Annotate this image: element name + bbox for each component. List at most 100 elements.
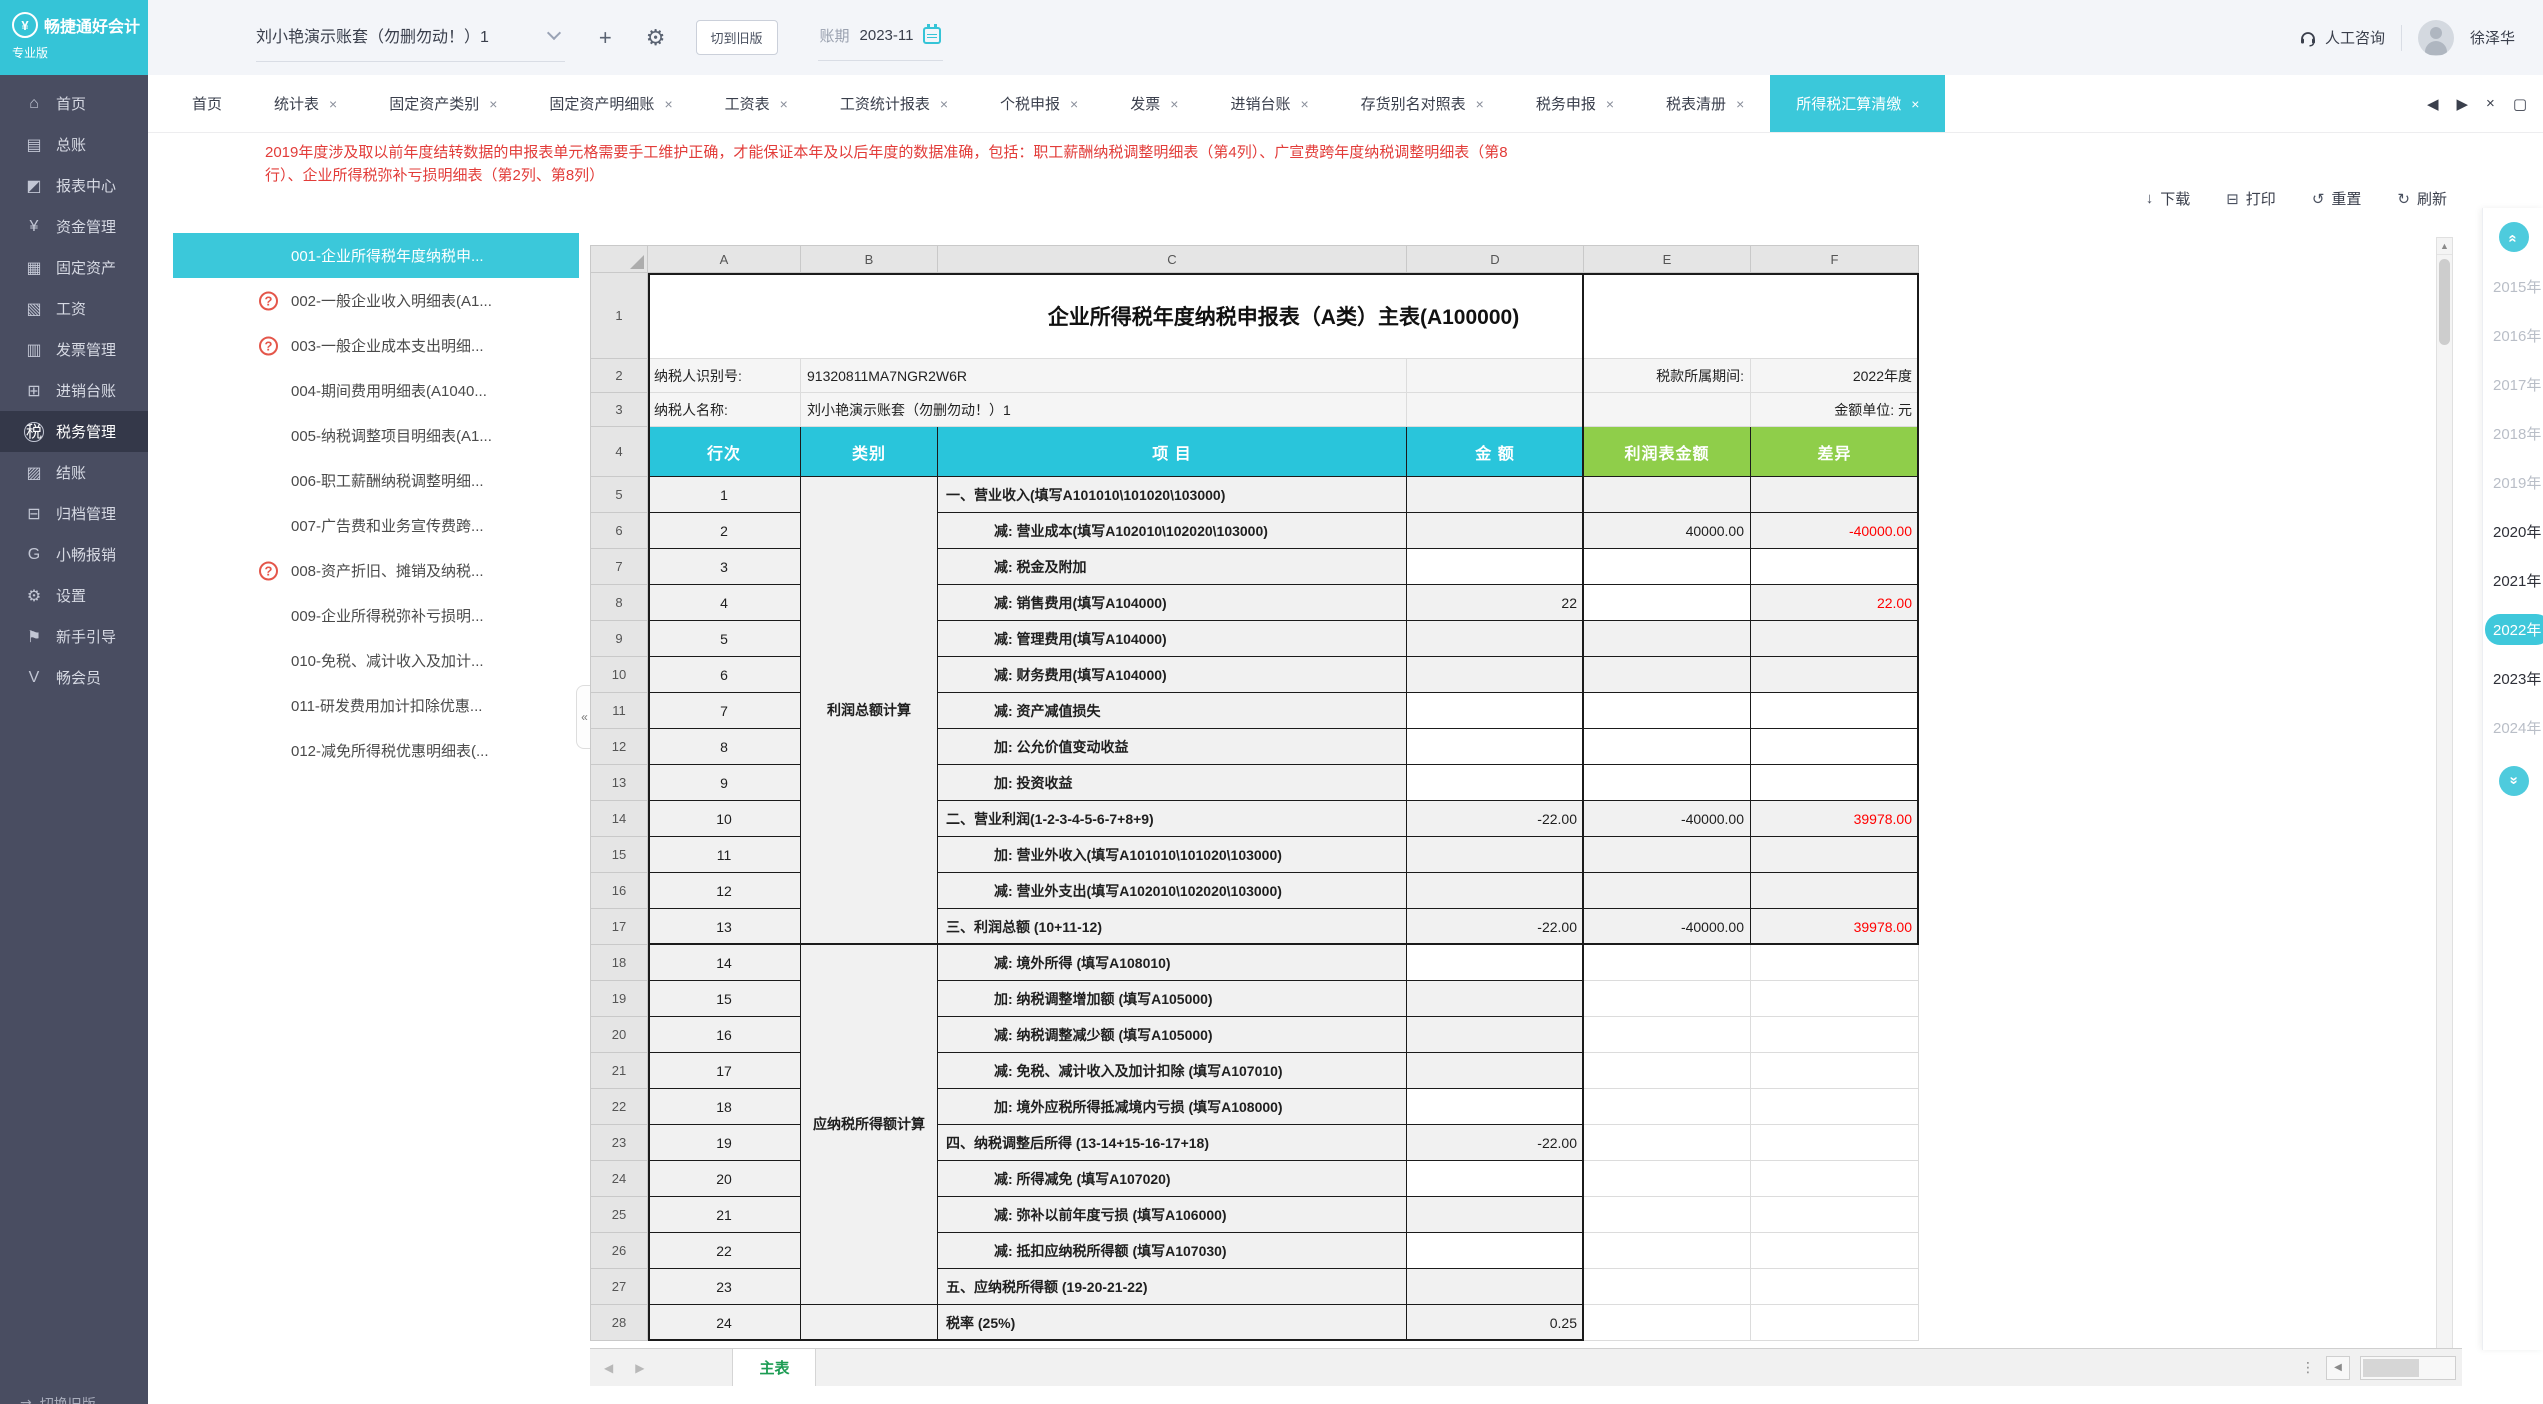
- sidebar-item-report-center[interactable]: ◩ 报表中心: [0, 165, 148, 206]
- line-no-cell[interactable]: 22: [648, 1233, 801, 1269]
- item-cell[interactable]: 加: 公允价值变动收益: [938, 729, 1407, 765]
- item-cell[interactable]: 加: 投资收益: [938, 765, 1407, 801]
- sidebar-footer-switch-old[interactable]: ⇄ 切换旧版: [0, 1394, 148, 1404]
- difference-cell[interactable]: [1751, 1197, 1919, 1233]
- profit-amount-cell[interactable]: [1584, 1305, 1751, 1341]
- row-header-26[interactable]: 26: [590, 1233, 648, 1269]
- close-icon[interactable]: ×: [664, 95, 673, 112]
- category-group-cell[interactable]: [801, 1305, 938, 1341]
- line-no-cell[interactable]: 13: [648, 909, 801, 945]
- report-list-item[interactable]: 005-纳税调整项目明细表(A1...: [173, 413, 579, 458]
- close-icon[interactable]: ×: [489, 95, 498, 112]
- sidebar-item-tax[interactable]: 税税务管理: [0, 411, 148, 452]
- close-icon[interactable]: ×: [1070, 95, 1079, 112]
- sidebar-item-closing[interactable]: ▨ 结账: [0, 452, 148, 493]
- tab-工资统计报表[interactable]: 工资统计报表 ×: [814, 75, 974, 132]
- period-selector[interactable]: 账期 2023-11: [817, 15, 944, 61]
- difference-cell[interactable]: [1751, 693, 1919, 729]
- switch-old-version-button[interactable]: 切到旧版: [695, 20, 778, 55]
- account-selector[interactable]: 刘小艳演示账套（勿删勿动！）1: [256, 13, 565, 62]
- profit-amount-cell[interactable]: [1584, 1089, 1751, 1125]
- report-list-item[interactable]: ? 008-资产折旧、摊销及纳税...: [173, 548, 579, 593]
- row-header-10[interactable]: 10: [590, 657, 648, 693]
- profit-amount-cell[interactable]: [1584, 1125, 1751, 1161]
- amount-cell[interactable]: -22.00: [1407, 909, 1584, 945]
- item-cell[interactable]: 减: 管理费用(填写A104000): [938, 621, 1407, 657]
- tab-发票[interactable]: 发票 ×: [1104, 75, 1204, 132]
- report-list-item[interactable]: 012-减免所得税优惠明细表(...: [173, 728, 579, 773]
- year-item-2021年[interactable]: 2021年: [2483, 556, 2543, 605]
- line-no-cell[interactable]: 3: [648, 549, 801, 585]
- row-header-5[interactable]: 5: [590, 477, 648, 513]
- header-amount[interactable]: 金 额: [1407, 427, 1584, 477]
- horizontal-scrollbar[interactable]: [2360, 1355, 2456, 1380]
- line-no-cell[interactable]: 5: [648, 621, 801, 657]
- years-scroll-down-button[interactable]: «: [2498, 766, 2529, 796]
- item-cell[interactable]: 减: 所得减免 (填写A107020): [938, 1161, 1407, 1197]
- row-header-6[interactable]: 6: [590, 513, 648, 549]
- amount-cell[interactable]: [1407, 549, 1584, 585]
- close-icon[interactable]: ×: [779, 95, 788, 112]
- item-cell[interactable]: 加: 营业外收入(填写A101010\101020\103000): [938, 837, 1407, 873]
- item-cell[interactable]: 减: 资产减值损失: [938, 693, 1407, 729]
- panel-collapse-handle[interactable]: «: [576, 685, 592, 749]
- item-cell[interactable]: 减: 营业外支出(填写A102010\102020\103000): [938, 873, 1407, 909]
- sheet-prev-icon[interactable]: ◀: [604, 1360, 614, 1375]
- tab-首页[interactable]: 首页: [166, 75, 248, 132]
- row-header-21[interactable]: 21: [590, 1053, 648, 1089]
- line-no-cell[interactable]: 18: [648, 1089, 801, 1125]
- difference-cell[interactable]: [1751, 477, 1919, 513]
- empty-cell[interactable]: [1407, 359, 1584, 393]
- difference-cell[interactable]: [1751, 657, 1919, 693]
- line-no-cell[interactable]: 16: [648, 1017, 801, 1053]
- report-list-item[interactable]: 011-研发费用加计扣除优惠...: [173, 683, 579, 728]
- difference-cell[interactable]: 39978.00: [1751, 909, 1919, 945]
- category-group-cell[interactable]: 利润总额计算: [801, 477, 938, 945]
- row-header-22[interactable]: 22: [590, 1089, 648, 1125]
- sidebar-item-settings[interactable]: ⚙ 设置: [0, 575, 148, 616]
- difference-cell[interactable]: [1751, 1161, 1919, 1197]
- column-header-B[interactable]: B: [801, 245, 938, 273]
- close-icon[interactable]: ×: [1605, 95, 1615, 112]
- item-cell[interactable]: 二、营业利润(1-2-3-4-5-6-7+8+9): [938, 801, 1407, 837]
- profit-amount-cell[interactable]: [1584, 657, 1751, 693]
- amount-cell[interactable]: 0.25: [1407, 1305, 1584, 1341]
- amount-cell[interactable]: [1407, 873, 1584, 909]
- profit-amount-cell[interactable]: [1584, 765, 1751, 801]
- sheet-next-icon[interactable]: ▶: [635, 1360, 645, 1375]
- profit-amount-cell[interactable]: [1584, 477, 1751, 513]
- print-button[interactable]: ⊟ 打印: [2226, 190, 2276, 209]
- profit-amount-cell[interactable]: [1584, 1161, 1751, 1197]
- avatar[interactable]: [2417, 19, 2454, 56]
- row-header-12[interactable]: 12: [590, 729, 648, 765]
- report-list-item[interactable]: ? 003-一般企业成本支出明细...: [173, 323, 579, 368]
- difference-cell[interactable]: [1751, 1305, 1919, 1341]
- amount-cell[interactable]: [1407, 945, 1584, 981]
- tab-固定资产明细账[interactable]: 固定资产明细账 ×: [523, 75, 698, 132]
- taxpayer-name-label-cell[interactable]: 纳税人名称:: [648, 393, 801, 427]
- item-cell[interactable]: 三、利润总额 (10+11-12): [938, 909, 1407, 945]
- amount-cell[interactable]: [1407, 1197, 1584, 1233]
- tab-税务申报[interactable]: 税务申报 ×: [1510, 75, 1640, 132]
- year-item-2020年[interactable]: 2020年: [2483, 507, 2543, 556]
- calendar-icon[interactable]: [923, 23, 942, 44]
- profit-amount-cell[interactable]: 40000.00: [1584, 513, 1751, 549]
- line-no-cell[interactable]: 19: [648, 1125, 801, 1161]
- refresh-button[interactable]: ↻ 刷新: [2397, 190, 2447, 209]
- empty-cell[interactable]: [1407, 393, 1584, 427]
- item-cell[interactable]: 减: 免税、减计收入及加计扣除 (填写A107010): [938, 1053, 1407, 1089]
- difference-cell[interactable]: [1751, 1233, 1919, 1269]
- reset-button[interactable]: ↺ 重置: [2311, 190, 2362, 209]
- year-item-2022年[interactable]: 2022年: [2483, 605, 2543, 654]
- difference-cell[interactable]: [1751, 1125, 1919, 1161]
- row-header-25[interactable]: 25: [590, 1197, 648, 1233]
- close-icon[interactable]: ×: [1170, 95, 1179, 112]
- amount-cell[interactable]: [1407, 693, 1584, 729]
- item-cell[interactable]: 四、纳税调整后所得 (13-14+15-16-17+18): [938, 1125, 1407, 1161]
- tabs-close-all-button[interactable]: ×: [2486, 95, 2495, 112]
- taxpayer-name-cell[interactable]: 刘小艳演示账套（勿删勿动！）1: [801, 393, 1407, 427]
- difference-cell[interactable]: [1751, 1053, 1919, 1089]
- sidebar-item-fixed-assets[interactable]: ▦ 固定资产: [0, 247, 148, 288]
- amount-cell[interactable]: [1407, 477, 1584, 513]
- amount-cell[interactable]: [1407, 765, 1584, 801]
